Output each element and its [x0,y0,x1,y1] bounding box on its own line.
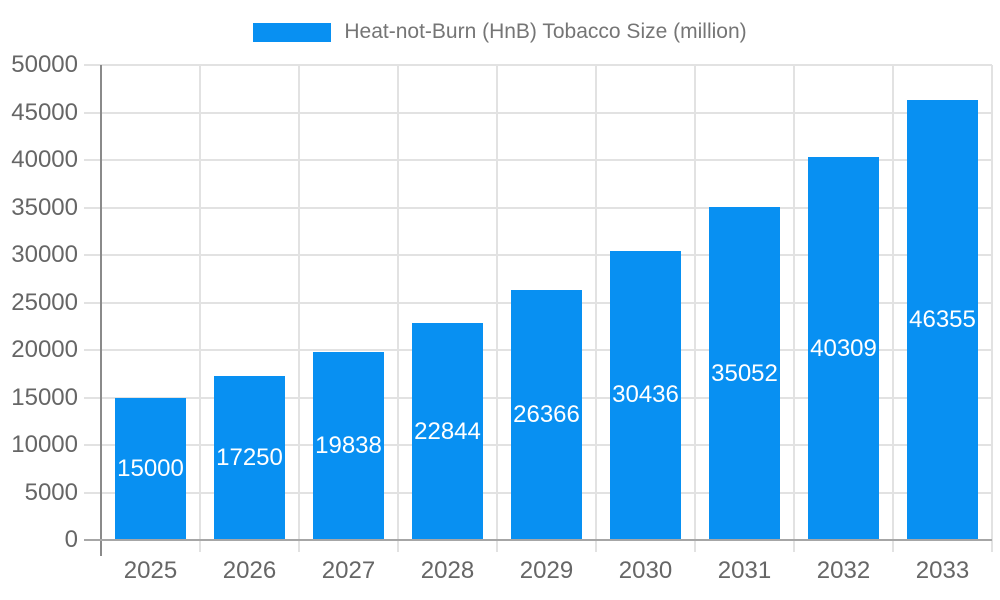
x-tick-label: 2028 [420,557,475,584]
gridline-h [84,254,992,256]
bar [808,157,879,540]
bar-value-label: 17250 [216,444,283,472]
gridline-h [84,159,992,161]
gridline-h [84,64,992,66]
x-tick-label: 2026 [222,557,277,584]
y-tick-label: 20000 [11,336,78,363]
legend-label: Heat-not-Burn (HnB) Tobacco Size (millio… [344,20,747,43]
bar [511,289,582,540]
gridline-h [84,111,992,114]
bar [412,322,483,540]
gridline-h [84,206,992,209]
bar [709,207,780,540]
bar [610,250,681,540]
gridline-v [892,65,894,552]
y-tick-label: 10000 [11,431,78,458]
bar-value-label: 19838 [315,431,382,459]
y-tick-label: 30000 [11,241,78,268]
x-tick-label: 2031 [717,557,772,584]
bar-value-label: 22844 [414,417,481,445]
x-tick-label: 2033 [915,557,970,584]
bar-value-label: 26366 [513,400,580,428]
x-tick-label: 2029 [519,557,574,584]
legend-swatch [253,22,332,42]
gridline-v [595,65,597,552]
y-tick-label: 5000 [24,478,78,506]
bar-value-label: 46355 [909,305,976,333]
gridline-v [397,65,399,552]
bar-value-label: 30436 [612,381,679,409]
x-tick-label: 2032 [816,557,871,584]
y-tick-label: 45000 [11,98,78,126]
y-tick-label: 0 [64,526,78,553]
plot-area: 15000 17250 19838 22844 26366 30436 35052 40309… [84,64,993,556]
gridline-v [793,65,795,552]
y-tick-label: 40000 [11,146,78,173]
gridline-v [298,65,300,552]
bar [115,397,186,540]
x-tick-label: 2030 [618,557,673,584]
x-axis-line [84,539,992,541]
bar-value-label: 35052 [711,359,778,387]
y-tick-label: 15000 [11,383,78,411]
y-tick-label: 50000 [11,51,78,78]
x-tick-label: 2027 [321,557,376,584]
y-tick-label: 35000 [11,193,78,221]
bar [907,99,978,540]
gridline-v [991,65,993,552]
bar [313,351,384,540]
bar-value-label: 15000 [117,454,184,482]
gridline-v [694,65,696,552]
legend: Heat-not-Burn (HnB) Tobacco Size (millio… [0,20,1000,44]
bar-value-label: 40309 [810,334,877,362]
y-axis-line [100,65,102,556]
bar [214,376,285,540]
x-tick-label: 2025 [123,557,178,584]
y-tick-label: 25000 [11,288,78,316]
gridline-v [496,65,498,552]
gridline-v [199,65,201,552]
